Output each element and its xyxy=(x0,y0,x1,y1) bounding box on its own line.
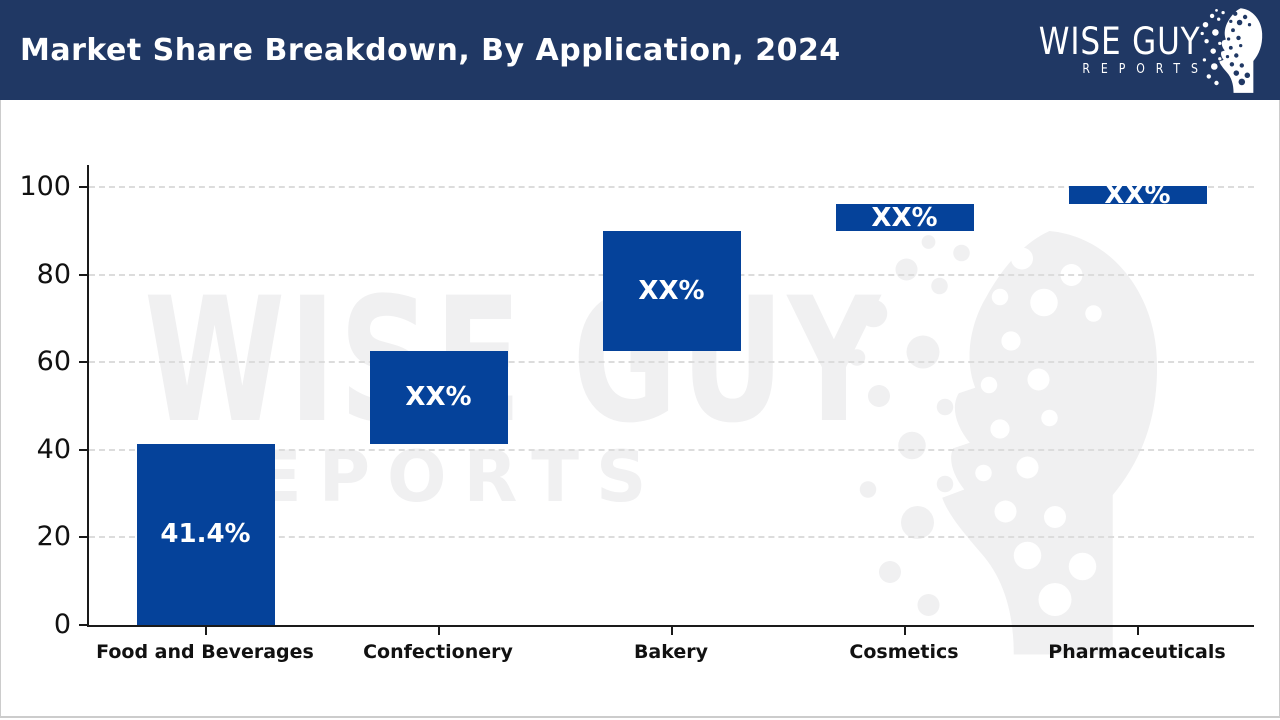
bar-value-label: XX% xyxy=(638,275,705,306)
bar-value-label: XX% xyxy=(871,202,938,233)
y-tick-label: 80 xyxy=(36,258,71,290)
x-tick-label-food-and-beverages: Food and Beverages xyxy=(96,641,314,663)
bar-pharmaceuticals: XX% xyxy=(1068,180,1207,210)
y-tick-label: 40 xyxy=(36,433,71,465)
y-tick-label: 0 xyxy=(53,609,71,640)
y-tick-mark xyxy=(79,185,87,188)
gridline-60 xyxy=(89,361,1254,364)
x-tick-mark xyxy=(1136,627,1139,635)
x-tick-mark xyxy=(670,627,673,635)
y-tick-mark xyxy=(79,624,87,626)
bar-cosmetics: XX% xyxy=(835,203,974,233)
y-tick-label: 100 xyxy=(19,170,71,202)
y-tick-label: 60 xyxy=(36,346,71,378)
page-title: Market Share Breakdown, By Application, … xyxy=(20,32,841,68)
logo-wordmark: WISE GUY xyxy=(1038,19,1200,63)
watermark-wordmark: WISE GUY xyxy=(144,260,884,461)
x-tick-label-pharmaceuticals: Pharmaceuticals xyxy=(1048,641,1226,663)
y-axis-spine xyxy=(87,165,89,627)
logo-subtitle: REPORTS xyxy=(1081,62,1209,78)
bar-bakery: XX% xyxy=(602,230,741,351)
wiseguy-face-icon xyxy=(1200,6,1266,94)
x-tick-label-bakery: Bakery xyxy=(633,641,709,663)
x-tick-label-cosmetics: Cosmetics xyxy=(849,641,959,663)
y-tick-mark xyxy=(79,273,87,276)
bar-food-and-beverages: 41.4% xyxy=(136,443,275,625)
y-tick-mark xyxy=(79,448,87,451)
x-axis-spine xyxy=(87,625,1254,627)
gridline-100 xyxy=(89,185,1254,188)
x-tick-label-confectionery: Confectionery xyxy=(363,641,513,663)
y-tick-mark xyxy=(79,361,87,364)
y-tick-label: 20 xyxy=(36,521,71,553)
bar-value-label: 41.4% xyxy=(160,519,251,550)
gridline-40 xyxy=(89,448,1254,451)
plot-area: 0 20 40 60 80 100 41.4% Food and Beverages XX% Co… xyxy=(19,165,1254,663)
x-tick-mark xyxy=(204,627,207,635)
wiseguy-face-icon xyxy=(846,220,1176,664)
logo-text: WISE GUY REPORTS xyxy=(1038,19,1200,78)
bar-value-label: XX% xyxy=(405,382,472,413)
y-tick-mark xyxy=(79,536,87,539)
x-tick-mark xyxy=(437,627,440,635)
bar-confectionery: XX% xyxy=(369,350,508,444)
gridline-20 xyxy=(89,536,1254,539)
wiseguy-logo: WISE GUY REPORTS xyxy=(1008,6,1266,94)
header-bar: Market Share Breakdown, By Application, … xyxy=(0,0,1280,100)
chart-area: WISE GUY REPORTS 0 20 40 60 80 xyxy=(0,100,1280,718)
x-tick-mark xyxy=(903,627,906,635)
bar-value-label: XX% xyxy=(1104,180,1171,210)
